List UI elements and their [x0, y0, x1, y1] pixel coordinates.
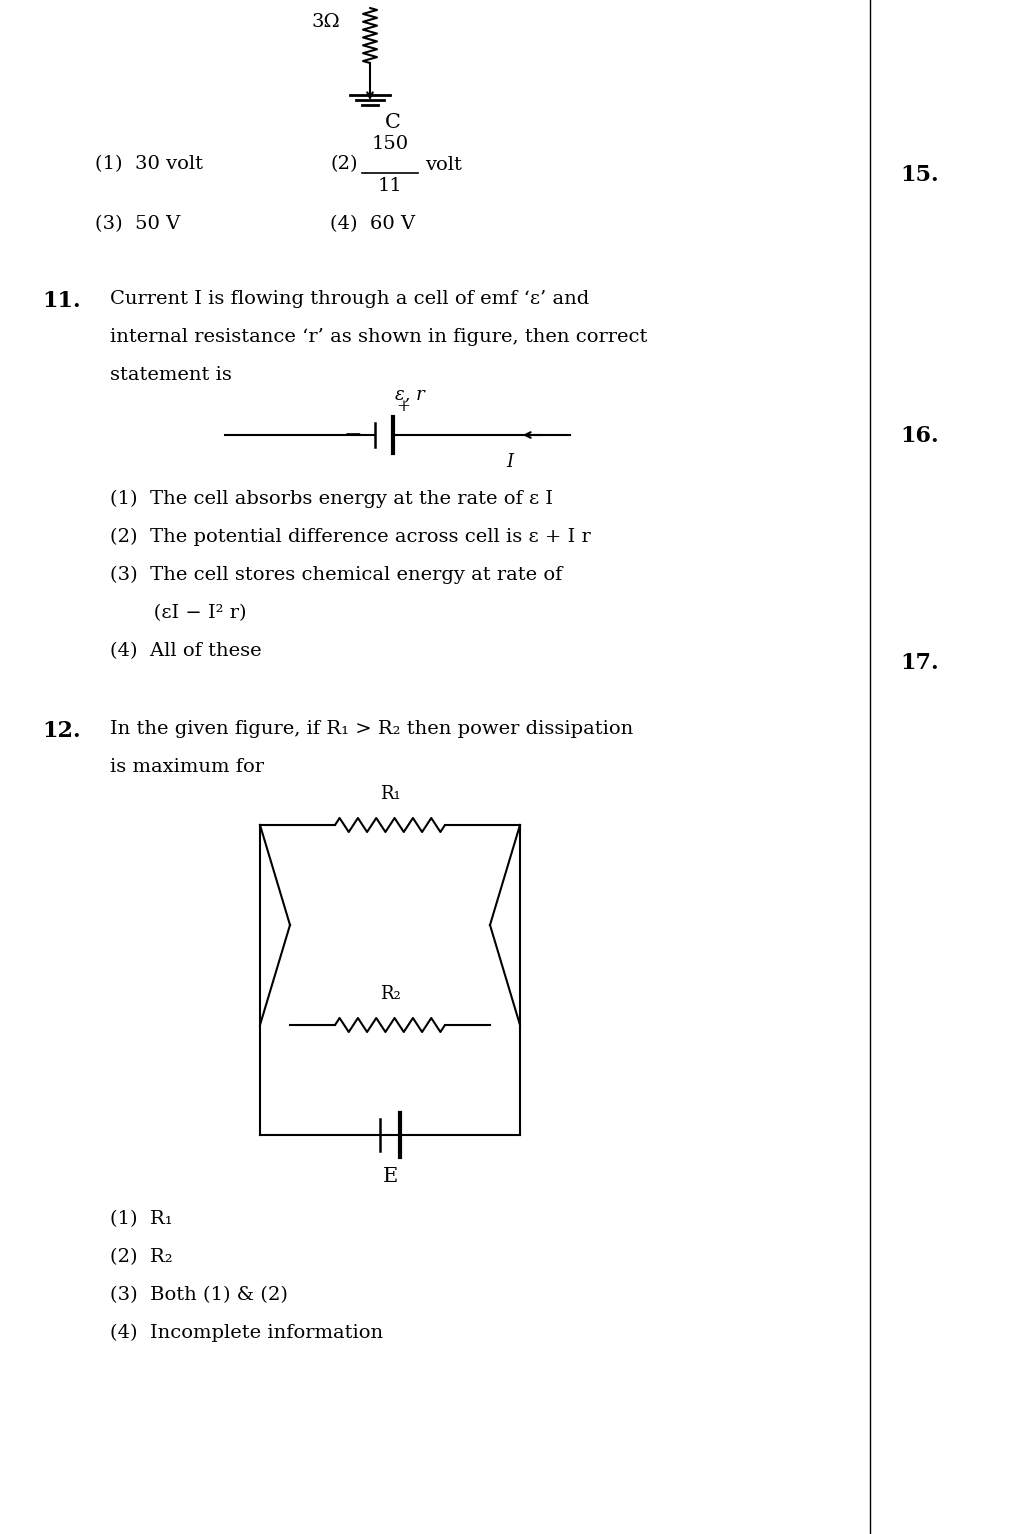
Text: (2)  The potential difference across cell is ε + I r: (2) The potential difference across cell… [110, 528, 591, 546]
Text: +: + [396, 397, 410, 416]
Text: 15.: 15. [900, 164, 939, 186]
Text: (1)  The cell absorbs energy at the rate of ε I: (1) The cell absorbs energy at the rate … [110, 489, 553, 508]
Text: (4)  All of these: (4) All of these [110, 643, 261, 660]
Text: 16.: 16. [900, 425, 939, 446]
Text: (3)  Both (1) & (2): (3) Both (1) & (2) [110, 1285, 288, 1304]
Text: (εI − I² r): (εI − I² r) [110, 604, 247, 621]
Text: E: E [382, 1167, 397, 1186]
Text: (4)  60 V: (4) 60 V [330, 215, 415, 233]
Text: C: C [385, 114, 400, 132]
Text: −: − [343, 423, 362, 446]
Text: R₂: R₂ [380, 985, 400, 1003]
Text: (3)  50 V: (3) 50 V [95, 215, 180, 233]
Text: 12.: 12. [42, 719, 81, 742]
Text: is maximum for: is maximum for [110, 758, 264, 776]
Text: I: I [507, 453, 514, 471]
Text: 17.: 17. [900, 652, 939, 673]
Text: R₁: R₁ [380, 785, 400, 802]
Text: (2)  R₂: (2) R₂ [110, 1249, 173, 1266]
Text: 150: 150 [372, 135, 409, 153]
Text: (3)  The cell stores chemical energy at rate of: (3) The cell stores chemical energy at r… [110, 566, 562, 584]
Text: internal resistance ‘r’ as shown in figure, then correct: internal resistance ‘r’ as shown in figu… [110, 328, 647, 347]
Text: Current I is flowing through a cell of emf ‘ε’ and: Current I is flowing through a cell of e… [110, 290, 589, 308]
Text: 3Ω: 3Ω [311, 12, 340, 31]
Text: (1)  R₁: (1) R₁ [110, 1210, 173, 1229]
Text: In the given figure, if R₁ > R₂ then power dissipation: In the given figure, if R₁ > R₂ then pow… [110, 719, 633, 738]
Text: ε, r: ε, r [395, 385, 425, 403]
Text: (4)  Incomplete information: (4) Incomplete information [110, 1324, 383, 1342]
Text: 11.: 11. [42, 290, 81, 311]
Text: volt: volt [425, 156, 462, 173]
Text: (2): (2) [330, 155, 357, 173]
Text: statement is: statement is [110, 367, 231, 384]
Text: (1)  30 volt: (1) 30 volt [95, 155, 203, 173]
Text: 11: 11 [378, 176, 402, 195]
